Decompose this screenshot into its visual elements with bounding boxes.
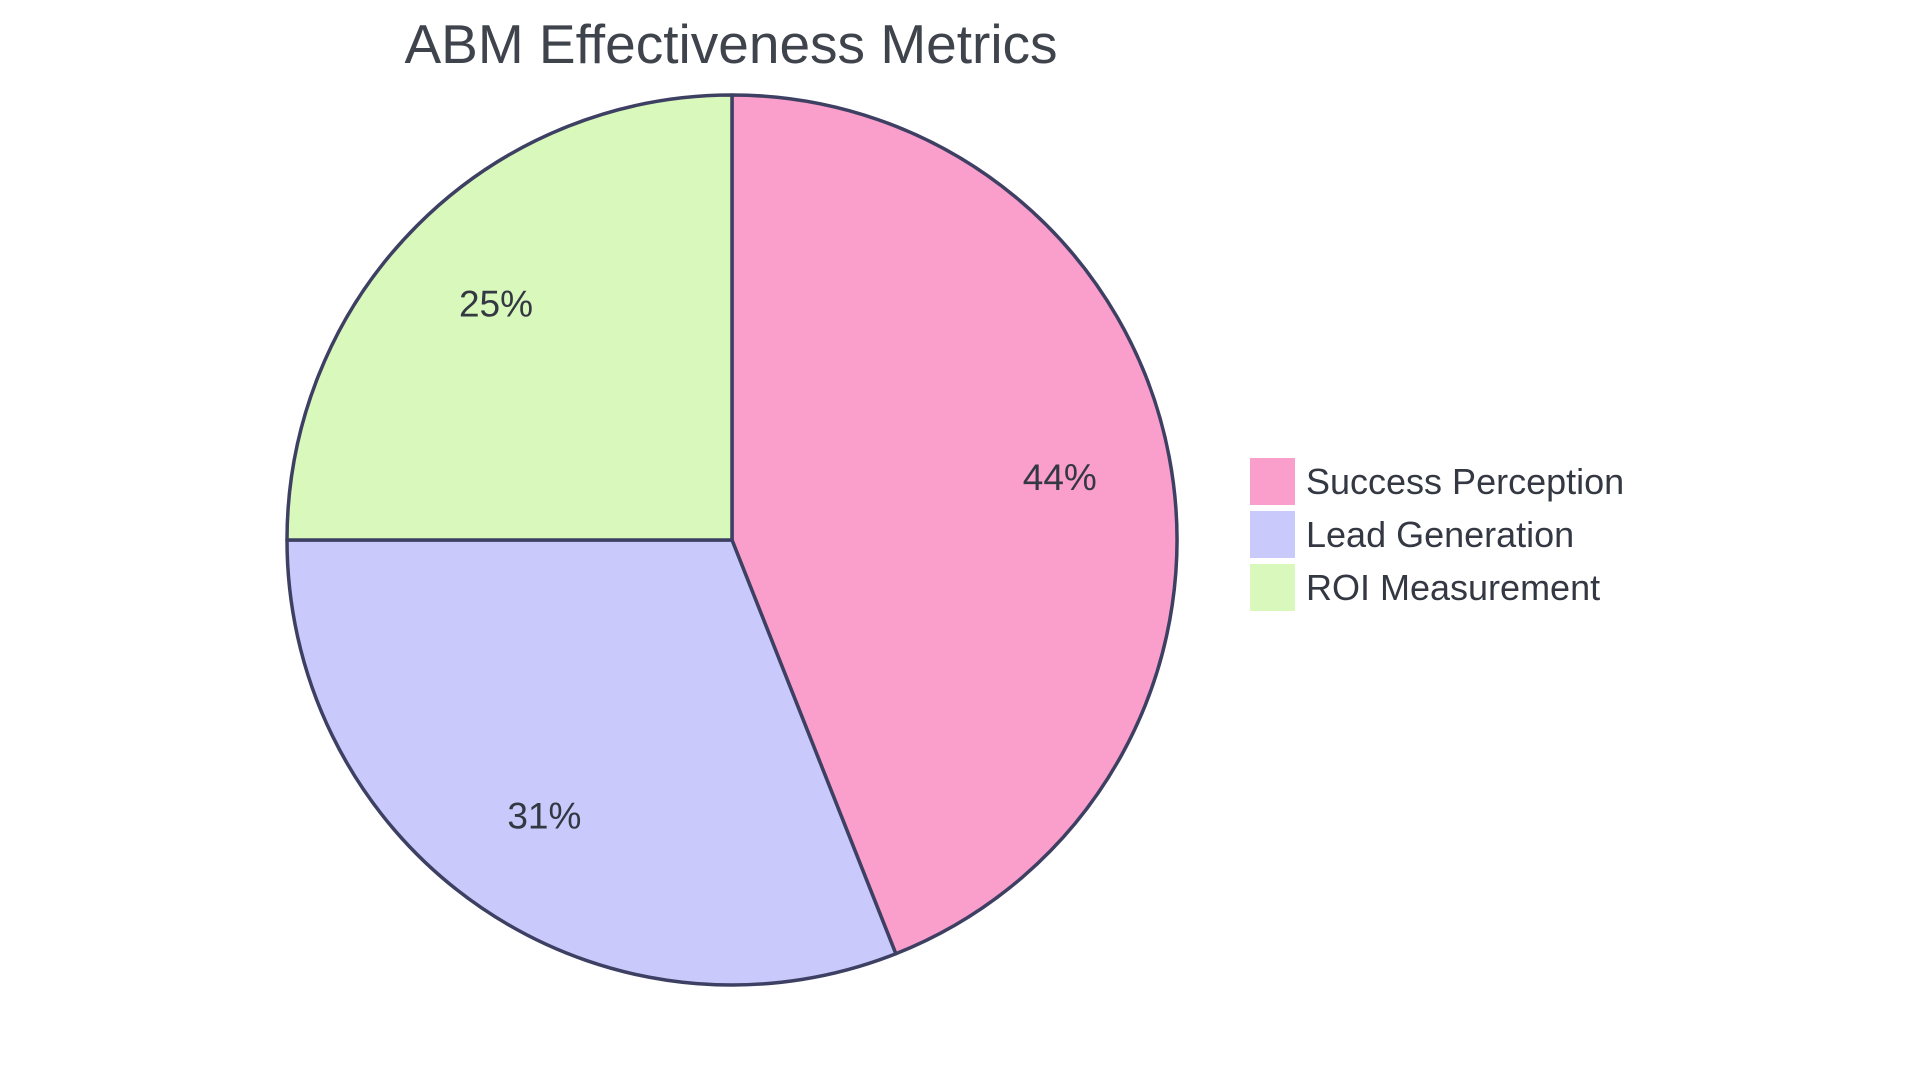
pie-slice-lead-generation[interactable] <box>285 538 898 987</box>
pie-slice-value-label: 25% <box>459 284 533 325</box>
legend-swatch-lead-generation <box>1250 511 1295 558</box>
legend-item-success-perception[interactable]: Success Perception <box>1250 458 1624 505</box>
legend-label: Success Perception <box>1306 461 1625 502</box>
legend-label: ROI Measurement <box>1306 567 1601 608</box>
pie-slice-value-label: 44% <box>1023 457 1097 498</box>
legend-swatch-roi-measurement <box>1250 564 1295 611</box>
legend-swatch-success-perception <box>1250 458 1295 505</box>
legend: Success Perception Lead Generation ROI Mea… <box>1250 458 1624 611</box>
legend-label: Lead Generation <box>1306 514 1575 555</box>
pie-slice-success-perception[interactable] <box>730 93 1179 956</box>
pie-slice-value-label: 31% <box>507 796 581 837</box>
legend-item-lead-generation[interactable]: Lead Generation <box>1250 511 1624 558</box>
pie-slice-roi-measurement[interactable] <box>285 93 734 542</box>
chart-title: ABM Effectiveness Metrics <box>404 13 1058 75</box>
legend-item-roi-measurement[interactable]: ROI Measurement <box>1250 564 1624 611</box>
